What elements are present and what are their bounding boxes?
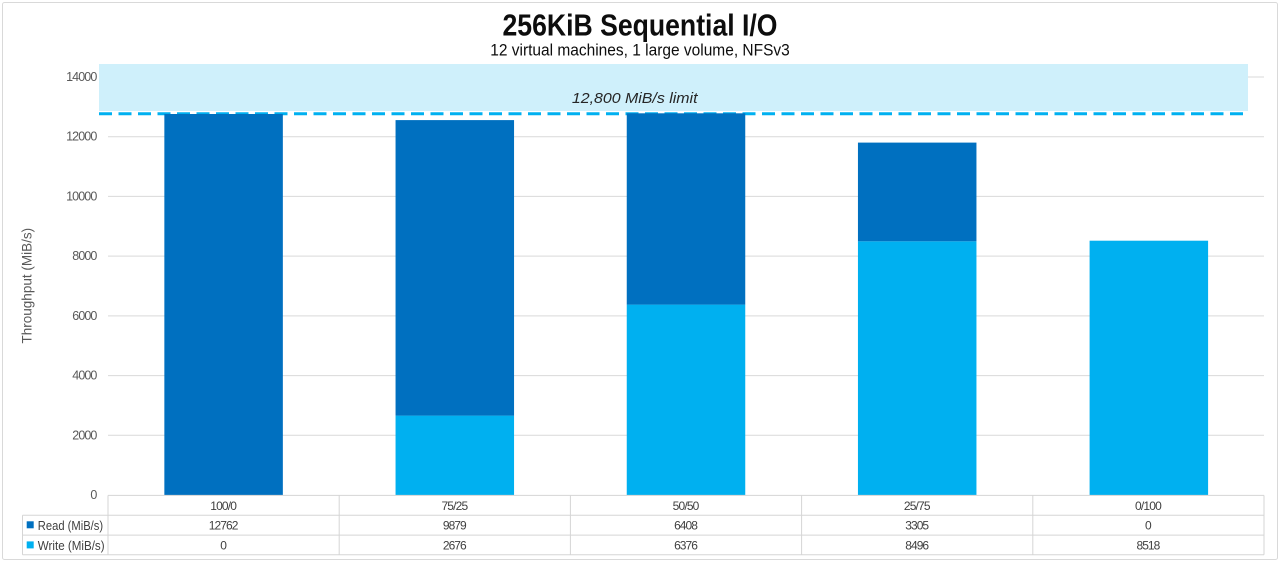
svg-text:0: 0 [90, 488, 97, 502]
svg-text:8518: 8518 [1137, 538, 1161, 552]
svg-text:50/50: 50/50 [673, 499, 700, 513]
svg-text:4000: 4000 [72, 369, 97, 383]
svg-text:0/100: 0/100 [1135, 499, 1162, 513]
svg-text:0: 0 [1145, 519, 1152, 533]
svg-text:9879: 9879 [443, 519, 467, 533]
svg-text:0: 0 [220, 538, 227, 552]
svg-text:6000: 6000 [72, 309, 97, 323]
svg-text:8496: 8496 [905, 538, 929, 552]
svg-text:Write (MiB/s): Write (MiB/s) [38, 538, 105, 553]
svg-text:8000: 8000 [72, 249, 97, 263]
svg-text:100/0: 100/0 [210, 499, 237, 513]
svg-text:2676: 2676 [443, 538, 467, 552]
svg-text:6376: 6376 [674, 538, 698, 552]
svg-text:12762: 12762 [209, 519, 239, 533]
svg-text:25/75: 25/75 [904, 499, 931, 513]
svg-text:2000: 2000 [72, 428, 97, 442]
svg-text:12000: 12000 [66, 130, 97, 144]
svg-text:12,800 MiB/s limit: 12,800 MiB/s limit [572, 90, 698, 107]
svg-text:256KiB Sequential I/O: 256KiB Sequential I/O [503, 9, 778, 43]
svg-text:3305: 3305 [905, 519, 929, 533]
svg-text:10000: 10000 [66, 189, 97, 203]
svg-text:Read (MiB/s): Read (MiB/s) [38, 518, 103, 533]
svg-text:14000: 14000 [66, 70, 97, 84]
svg-text:Throughput (MiB/s): Throughput (MiB/s) [19, 228, 34, 344]
svg-text:6408: 6408 [674, 519, 698, 533]
svg-text:12 virtual machines, 1 large v: 12 virtual machines, 1 large volume, NFS… [490, 42, 790, 60]
svg-text:75/25: 75/25 [441, 499, 468, 513]
